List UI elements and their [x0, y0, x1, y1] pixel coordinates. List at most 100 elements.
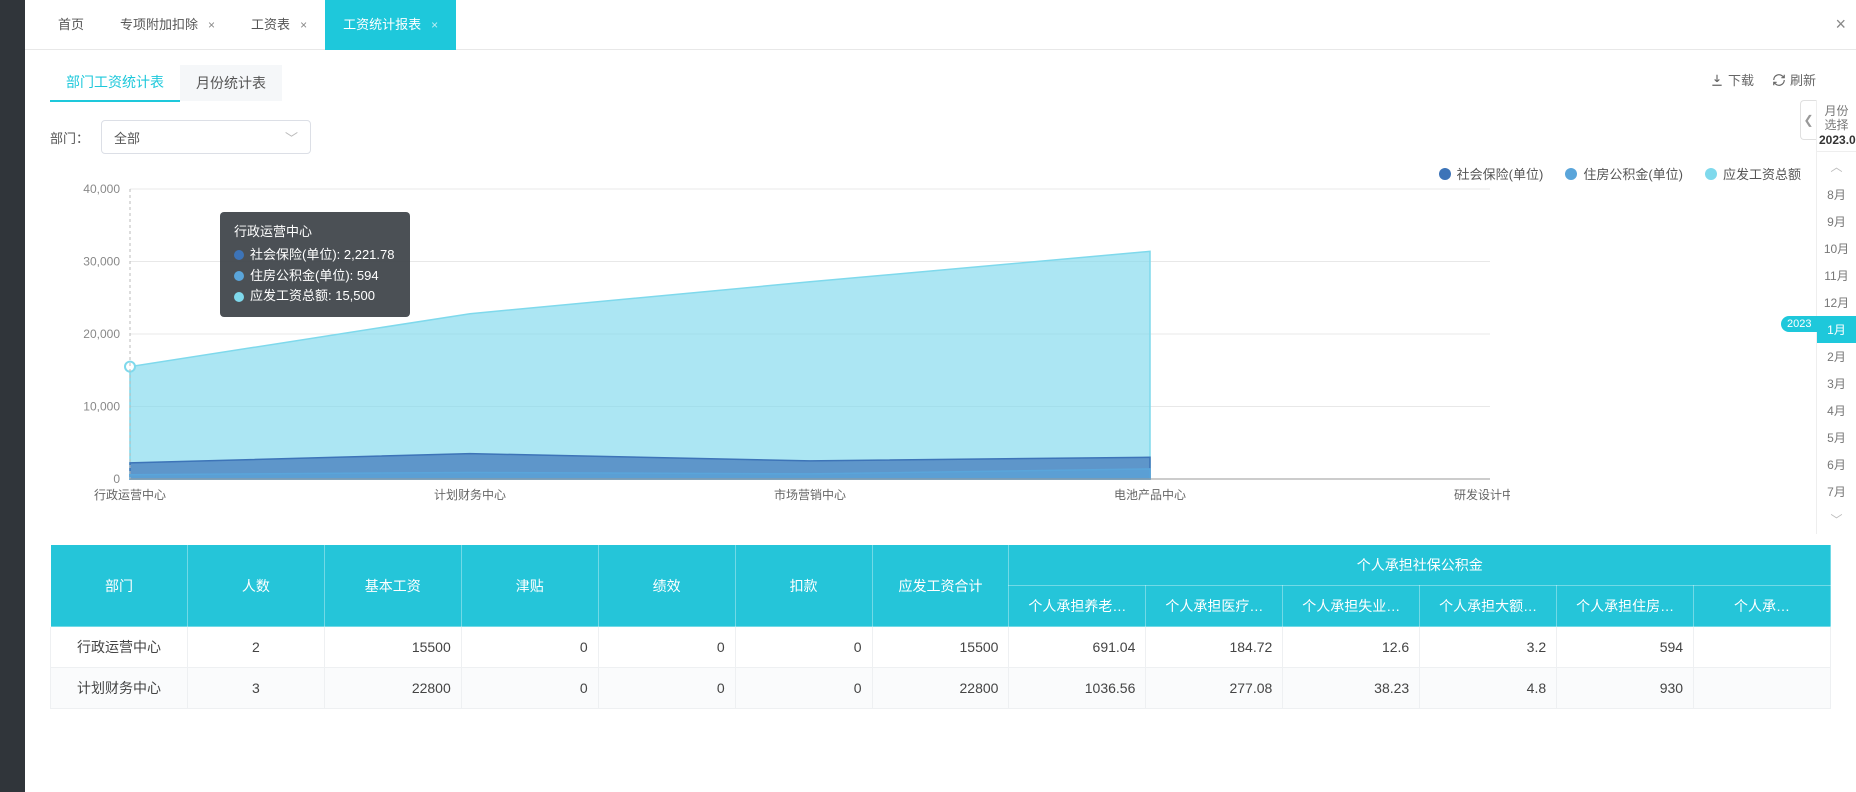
legend-label: 住房公积金(单位)	[1583, 164, 1683, 183]
close-icon[interactable]: ×	[431, 0, 438, 50]
table-header-cell: 绩效	[598, 545, 735, 627]
table-cell: 930	[1557, 668, 1694, 709]
tooltip-dot-icon	[234, 250, 244, 260]
tooltip-dot-icon	[234, 292, 244, 302]
legend-dot-icon	[1439, 168, 1451, 180]
table-header-cell: 个人承担养老…	[1009, 586, 1146, 627]
sub-tabs: 部门工资统计表 月份统计表 下载 刷新	[50, 64, 1856, 102]
table-body: 行政运营中心21550000015500691.04184.7212.63.25…	[51, 627, 1831, 709]
month-panel-year: 2023.0	[1819, 133, 1854, 147]
month-scroll-up[interactable]: ︿	[1817, 152, 1856, 181]
table-cell: 1036.56	[1009, 668, 1146, 709]
tab-report[interactable]: 工资统计报表×	[325, 0, 456, 50]
table-cell: 277.08	[1146, 668, 1283, 709]
table-header-cell: 个人承担大额…	[1420, 586, 1557, 627]
month-option[interactable]: 5月	[1817, 424, 1856, 451]
month-option[interactable]: 8月	[1817, 181, 1856, 208]
download-icon	[1710, 73, 1724, 87]
dept-select-value: 全部	[114, 128, 140, 147]
left-nav	[0, 0, 25, 792]
table-cell: 4.8	[1420, 668, 1557, 709]
legend-item-s2[interactable]: 住房公积金(单位)	[1565, 164, 1683, 183]
tab-deduction-label: 专项附加扣除	[120, 0, 198, 50]
legend-dot-icon	[1705, 168, 1717, 180]
month-option[interactable]: 1月2023	[1817, 316, 1856, 343]
tab-home[interactable]: 首页	[40, 0, 102, 50]
download-button[interactable]: 下载	[1710, 70, 1754, 89]
svg-text:市场营销中心: 市场营销中心	[774, 487, 846, 502]
table-head: 部门人数基本工资津贴绩效扣款应发工资合计个人承担社保公积金个人承担养老…个人承担…	[51, 545, 1831, 627]
month-scroll-down[interactable]: ﹀	[1817, 505, 1856, 534]
legend-item-s1[interactable]: 社会保险(单位)	[1439, 164, 1544, 183]
toolbar: 下载 刷新	[1710, 70, 1816, 89]
table-cell: 0	[735, 668, 872, 709]
month-option[interactable]: 10月	[1817, 235, 1856, 262]
table-cell: 0	[598, 668, 735, 709]
data-table-wrap: 部门人数基本工资津贴绩效扣款应发工资合计个人承担社保公积金个人承担养老…个人承担…	[50, 544, 1831, 709]
tooltip-row: 社会保险(单位): 2,221.78	[234, 245, 396, 266]
table-cell: 行政运营中心	[51, 627, 188, 668]
tab-deduction[interactable]: 专项附加扣除×	[102, 0, 233, 50]
table-cell: 594	[1557, 627, 1694, 668]
tab-report-label: 工资统计报表	[343, 0, 421, 50]
table-cell	[1694, 668, 1831, 709]
month-option[interactable]: 2月	[1817, 343, 1856, 370]
table-row[interactable]: 行政运营中心21550000015500691.04184.7212.63.25…	[51, 627, 1831, 668]
table-cell: 22800	[872, 668, 1009, 709]
chart-tooltip: 行政运营中心 社会保险(单位): 2,221.78住房公积金(单位): 594应…	[220, 212, 410, 317]
svg-text:计划财务中心: 计划财务中心	[434, 487, 506, 502]
refresh-button[interactable]: 刷新	[1772, 70, 1816, 89]
month-panel-header: 月份选择 2023.0	[1817, 100, 1856, 152]
close-icon[interactable]: ×	[300, 0, 307, 50]
table-cell: 22800	[324, 668, 461, 709]
legend-label: 应发工资总额	[1723, 164, 1801, 183]
month-panel: 月份选择 2023.0 ︿ 8月9月10月11月12月1月20232月3月4月5…	[1816, 100, 1856, 534]
tooltip-row-label: 应发工资总额: 15,500	[250, 286, 375, 307]
subtab-dept[interactable]: 部门工资统计表	[50, 64, 180, 102]
svg-text:10,000: 10,000	[83, 400, 120, 414]
chart-legend: 社会保险(单位) 住房公积金(单位) 应发工资总额	[1439, 164, 1801, 183]
month-option[interactable]: 7月	[1817, 478, 1856, 505]
close-all-icon[interactable]: ×	[1835, 14, 1846, 35]
month-option[interactable]: 9月	[1817, 208, 1856, 235]
month-option[interactable]: 4月	[1817, 397, 1856, 424]
refresh-label: 刷新	[1790, 70, 1816, 89]
tooltip-row: 住房公积金(单位): 594	[234, 266, 396, 287]
svg-text:40,000: 40,000	[83, 184, 120, 196]
data-table: 部门人数基本工资津贴绩效扣款应发工资合计个人承担社保公积金个人承担养老…个人承担…	[50, 544, 1831, 709]
month-option[interactable]: 3月	[1817, 370, 1856, 397]
table-cell	[1694, 627, 1831, 668]
tab-home-label: 首页	[58, 0, 84, 50]
collapse-months-button[interactable]: ❮	[1800, 100, 1816, 140]
table-header-cell: 个人承担住房…	[1557, 586, 1694, 627]
month-option[interactable]: 6月	[1817, 451, 1856, 478]
month-option[interactable]: 11月	[1817, 262, 1856, 289]
subtab-month[interactable]: 月份统计表	[180, 65, 282, 101]
table-header-cell: 基本工资	[324, 545, 461, 627]
main-area: 首页 专项附加扣除× 工资表× 工资统计报表× × 部门工资统计表 月份统计表 …	[25, 0, 1856, 792]
svg-text:0: 0	[113, 472, 120, 486]
year-badge: 2023	[1781, 316, 1817, 332]
tooltip-row: 应发工资总额: 15,500	[234, 286, 396, 307]
table-header-cell: 扣款	[735, 545, 872, 627]
legend-item-s3[interactable]: 应发工资总额	[1705, 164, 1801, 183]
table-cell: 0	[735, 627, 872, 668]
close-icon[interactable]: ×	[208, 0, 215, 50]
month-option[interactable]: 12月	[1817, 289, 1856, 316]
table-cell: 15500	[324, 627, 461, 668]
table-header-group: 个人承担社保公积金	[1009, 545, 1831, 586]
chart-region: 社会保险(单位) 住房公积金(单位) 应发工资总额 010,00020,0003…	[50, 164, 1831, 534]
table-row[interactable]: 计划财务中心322800000228001036.56277.0838.234.…	[51, 668, 1831, 709]
dept-select[interactable]: 全部 ﹀	[101, 120, 311, 154]
page-tabs: 首页 专项附加扣除× 工资表× 工资统计报表× ×	[25, 0, 1856, 50]
tab-salary[interactable]: 工资表×	[233, 0, 325, 50]
tooltip-row-label: 社会保险(单位): 2,221.78	[250, 245, 395, 266]
table-header-cell: 人数	[187, 545, 324, 627]
table-header-cell: 应发工资合计	[872, 545, 1009, 627]
svg-text:30,000: 30,000	[83, 255, 120, 269]
table-cell: 3	[187, 668, 324, 709]
refresh-icon	[1772, 73, 1786, 87]
download-label: 下载	[1728, 70, 1754, 89]
filter-row: 部门： 全部 ﹀	[50, 120, 1856, 154]
table-cell: 184.72	[1146, 627, 1283, 668]
